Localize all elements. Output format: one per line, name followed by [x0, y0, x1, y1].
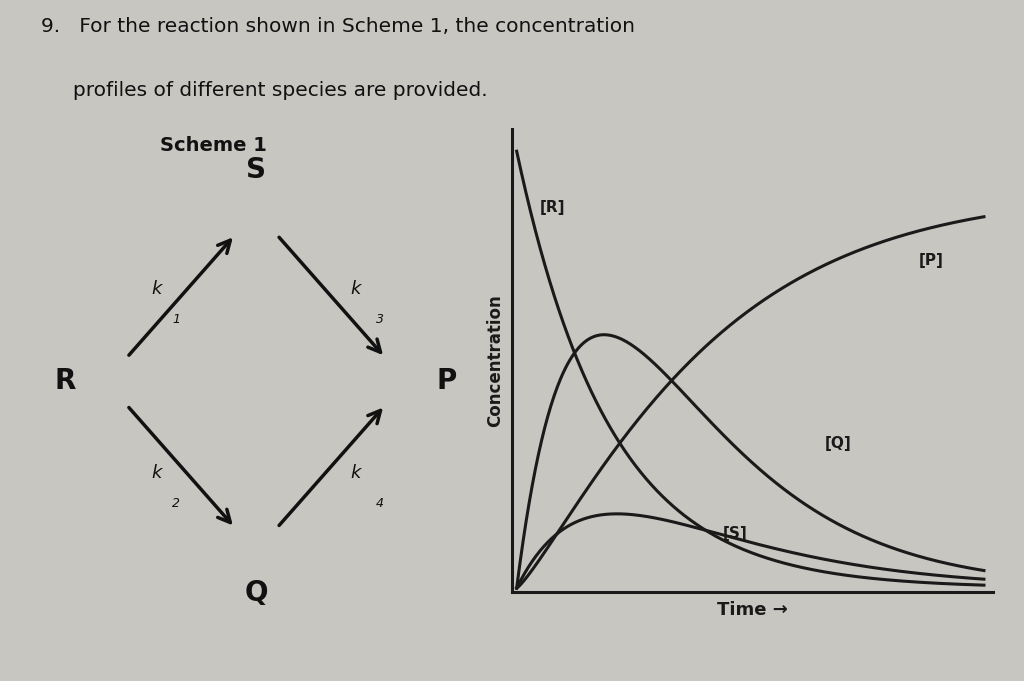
Text: 1: 1	[172, 313, 180, 326]
Text: Scheme 1: Scheme 1	[160, 136, 267, 155]
Text: 3: 3	[376, 313, 384, 326]
Text: k: k	[152, 464, 162, 482]
Text: [S]: [S]	[722, 526, 748, 541]
Text: 9.   For the reaction shown in Scheme 1, the concentration: 9. For the reaction shown in Scheme 1, t…	[41, 18, 635, 36]
Text: R: R	[54, 367, 76, 396]
Text: k: k	[152, 281, 162, 298]
Text: P: P	[436, 367, 457, 396]
X-axis label: Time →: Time →	[717, 601, 788, 619]
Text: Q: Q	[245, 579, 267, 607]
Text: profiles of different species are provided.: profiles of different species are provid…	[41, 81, 487, 100]
Text: [R]: [R]	[540, 200, 565, 215]
Text: [P]: [P]	[919, 253, 943, 268]
Text: S: S	[246, 156, 266, 184]
Text: k: k	[350, 281, 360, 298]
Y-axis label: Concentration: Concentration	[485, 295, 504, 427]
Text: k: k	[350, 464, 360, 482]
Text: 4: 4	[376, 497, 384, 510]
Text: 2: 2	[172, 497, 180, 510]
Text: [Q]: [Q]	[825, 437, 852, 452]
